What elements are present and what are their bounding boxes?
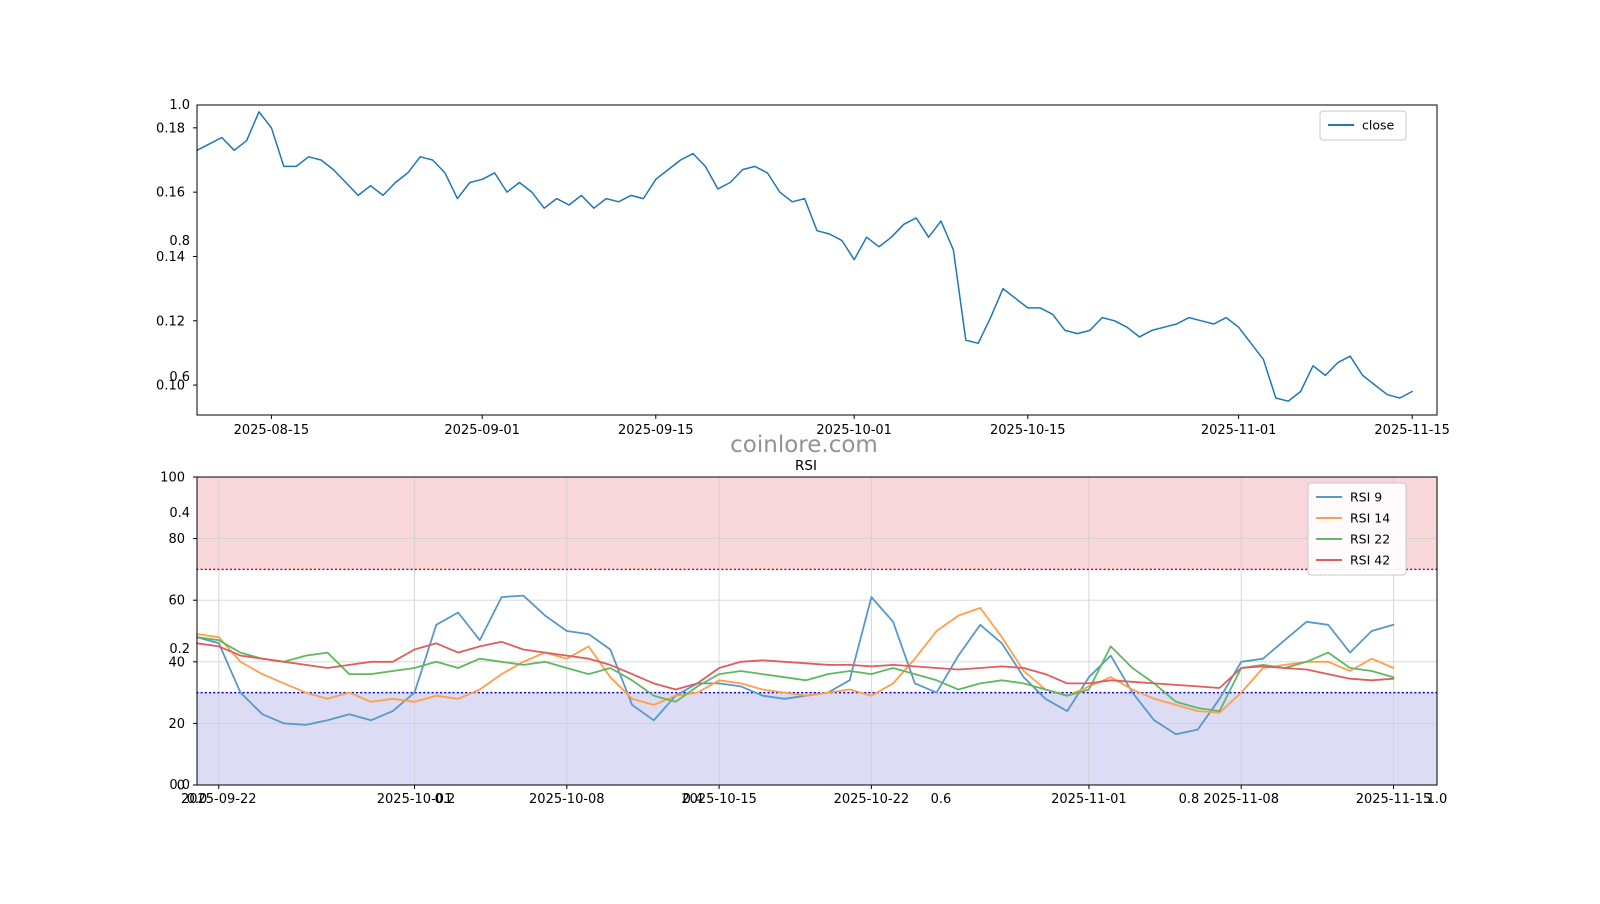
overlay-y-tick-label: 1.0 <box>169 98 190 113</box>
overlay-y-tick-label: 0.2 <box>169 642 190 657</box>
x-tick-label: 2025-10-15 <box>681 792 757 807</box>
x-tick-label: 2025-10-15 <box>990 423 1066 438</box>
x-tick-label: 2025-10-22 <box>834 792 910 807</box>
x-tick-label: 2025-11-01 <box>1201 423 1277 438</box>
y-tick-label: 0.10 <box>156 379 185 394</box>
rsi-band <box>197 477 1437 570</box>
watermark: coinlore.com <box>730 432 878 458</box>
x-tick-label: 2025-10-08 <box>529 792 605 807</box>
x-tick-label: 2025-11-15 <box>1374 423 1450 438</box>
y-tick-label: 40 <box>168 655 185 670</box>
y-tick-label: 0.18 <box>156 121 185 136</box>
rsi-chart-title: RSI <box>795 458 817 474</box>
x-tick-label: 2025-11-08 <box>1203 792 1279 807</box>
x-tick-label: 2025-09-22 <box>181 792 257 807</box>
x-tick-label: 2025-08-15 <box>234 423 310 438</box>
x-tick-label: 2025-11-15 <box>1356 792 1432 807</box>
legend-label-rsi-22: RSI 22 <box>1350 532 1390 547</box>
overlay-x-tick-label: 0.8 <box>1179 792 1200 807</box>
y-tick-label: 0.14 <box>156 250 185 265</box>
overlay-x-tick-label: 0.0 <box>187 792 208 807</box>
x-tick-label: 2025-11-01 <box>1051 792 1127 807</box>
overlay-x-tick-label: 0.6 <box>931 792 952 807</box>
legend-label-rsi-14: RSI 14 <box>1350 511 1390 526</box>
y-tick-label: 100 <box>160 471 185 486</box>
y-tick-label: 80 <box>168 532 185 547</box>
rsi-9-line <box>196 594 1395 736</box>
price-chart: 2025-08-15 2025-09-01 2025-09-15 2025-10-01… <box>156 104 1450 438</box>
rsi-42-line <box>196 640 1395 691</box>
rsi-axes-spine <box>196 476 1438 786</box>
rsi-chart: 2025-09-22 2025-10-01 2025-10-08 2025-10-15… <box>160 471 1438 807</box>
charts-root: 2025-08-15 2025-09-01 2025-09-15 2025-10-01… <box>156 98 1450 807</box>
overlay-y-tick-label: 0.4 <box>169 506 190 521</box>
y-tick-label: 0 <box>177 779 185 794</box>
y-tick-label: 0.16 <box>156 186 185 201</box>
legend-label-close: close <box>1362 118 1395 133</box>
y-tick-label: 20 <box>168 717 185 732</box>
x-tick-label: 2025-09-01 <box>444 423 520 438</box>
overlay-y-tick-label: 0.6 <box>169 370 190 385</box>
figure-overlay-axis: 0.0 0.2 0.4 0.6 0.8 1.0 0.0 0.2 0.4 0.6 0.8 1.0 <box>169 98 1447 807</box>
legend-label-rsi-9: RSI 9 <box>1350 490 1382 505</box>
overlay-x-tick-label: 0.2 <box>435 792 456 807</box>
legend-label-rsi-42: RSI 42 <box>1350 553 1390 568</box>
x-tick-label: 2025-10-01 <box>816 423 892 438</box>
x-tick-label: 2025-09-15 <box>618 423 694 438</box>
overlay-y-tick-label: 0.8 <box>169 234 190 249</box>
overlay-x-tick-label: 0.4 <box>683 792 704 807</box>
price-legend-box <box>1319 110 1407 141</box>
rsi-22-line <box>196 636 1395 712</box>
y-tick-label: 0.12 <box>156 314 185 329</box>
close-line <box>196 111 1413 402</box>
rsi-band <box>197 692 1437 785</box>
overlay-y-tick-label: 0.0 <box>169 778 190 793</box>
x-tick-label: 2025-10-01 <box>377 792 453 807</box>
y-tick-label: 60 <box>168 594 185 609</box>
rsi-legend-box <box>1307 482 1407 576</box>
overlay-x-tick-label: 1.0 <box>1427 792 1448 807</box>
rsi-14-line <box>196 607 1395 714</box>
price-axes-spine <box>196 104 1438 416</box>
